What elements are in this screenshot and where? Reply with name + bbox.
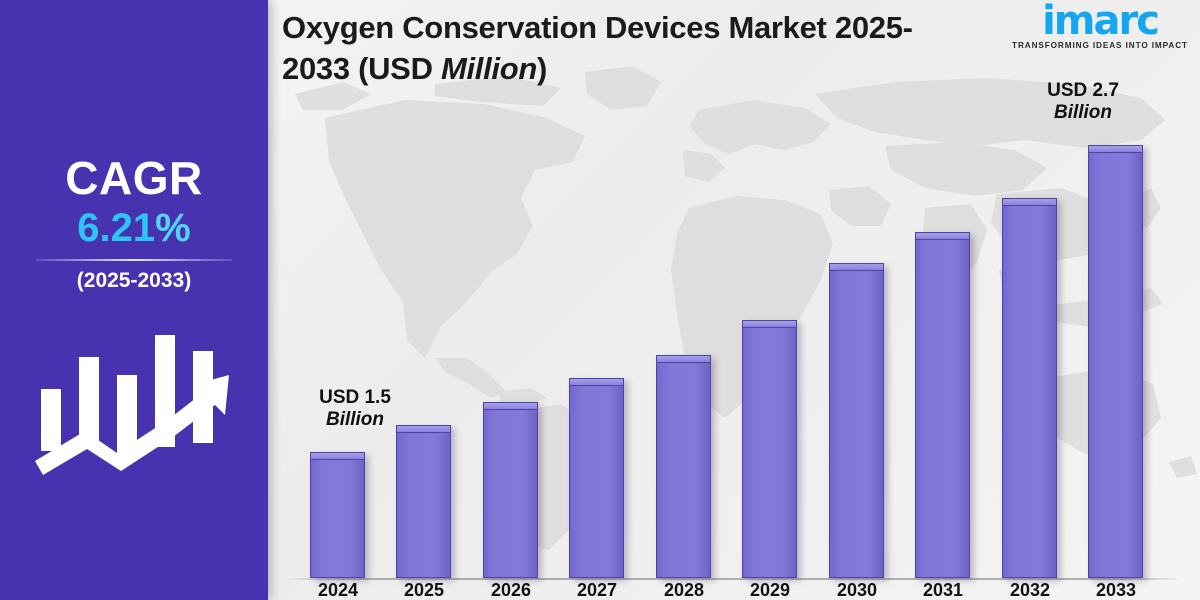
- chart-baseline: [290, 578, 1178, 580]
- bar-2031[interactable]: [915, 232, 970, 578]
- x-label-2024: 2024: [317, 580, 359, 600]
- title-units-italic: Million: [440, 50, 538, 86]
- bar-cap: [656, 355, 711, 363]
- title-line-1: Oxygen Conservation Devices Market 2025-: [282, 10, 913, 45]
- bar-2029[interactable]: [742, 320, 797, 578]
- bar-2033[interactable]: [1088, 145, 1143, 578]
- bar-cap: [396, 425, 451, 433]
- bar-chart-growth-arrow-icon: [33, 333, 235, 488]
- bar-2030[interactable]: [829, 263, 884, 578]
- x-label-2029: 2029: [749, 580, 791, 600]
- bar-2024[interactable]: [310, 452, 365, 578]
- bar-cap: [1002, 198, 1057, 206]
- x-label-2033: 2033: [1095, 580, 1137, 600]
- cagr-percent-sign: %: [155, 206, 191, 250]
- start-value-unit: Billion: [325, 409, 385, 431]
- x-label-2027: 2027: [576, 580, 618, 600]
- cagr-number: 6.21: [77, 206, 156, 250]
- x-label-2031: 2031: [922, 580, 964, 600]
- cagr-period: (2025-2033): [76, 269, 192, 292]
- bar-2026[interactable]: [483, 402, 538, 578]
- logo-tagline: TRANSFORMING IDEAS INTO IMPACT: [1012, 41, 1188, 50]
- title-line-2-pre: 2033 (USD: [282, 50, 441, 86]
- bar-chart: 2024 2025 2026 2027 2028 2029 2030 2031 …: [268, 0, 1200, 600]
- end-value-unit: Billion: [1053, 102, 1113, 124]
- bar-cap: [310, 452, 365, 460]
- page-title: Oxygen Conservation Devices Market 2025-…: [282, 8, 992, 90]
- end-value-amount: USD 2.7: [1047, 80, 1119, 101]
- x-label-2032: 2032: [1009, 580, 1051, 600]
- bar-cap: [915, 232, 970, 240]
- x-label-2026: 2026: [490, 580, 532, 600]
- title-line-2-post: ): [537, 50, 548, 86]
- logo-wordmark: imarc: [1042, 0, 1160, 44]
- bar-cap: [742, 320, 797, 328]
- start-value-amount: USD 1.5: [319, 387, 391, 408]
- bar-2028[interactable]: [656, 355, 711, 578]
- divider: [36, 259, 232, 261]
- start-value-callout: USD 1.5 Billion: [299, 387, 411, 432]
- x-label-2028: 2028: [663, 580, 705, 600]
- x-label-2025: 2025: [403, 580, 445, 600]
- bar-cap: [569, 378, 624, 386]
- bar-cap: [483, 402, 538, 410]
- bar-cap: [1088, 145, 1143, 153]
- cagr-title: CAGR: [65, 152, 203, 204]
- cagr-value: 6.21%: [77, 208, 190, 248]
- x-label-2030: 2030: [836, 580, 878, 600]
- bar-2032[interactable]: [1002, 198, 1057, 578]
- bar-cap: [829, 263, 884, 271]
- cagr-sidebar: CAGR 6.21% (2025-2033): [0, 0, 268, 600]
- bar-2027[interactable]: [569, 378, 624, 578]
- imarc-logo[interactable]: imarc TRANSFORMING IDEAS INTO IMPACT: [1006, 0, 1194, 54]
- end-value-callout: USD 2.7 Billion: [1018, 80, 1148, 125]
- bar-2025[interactable]: [396, 425, 451, 578]
